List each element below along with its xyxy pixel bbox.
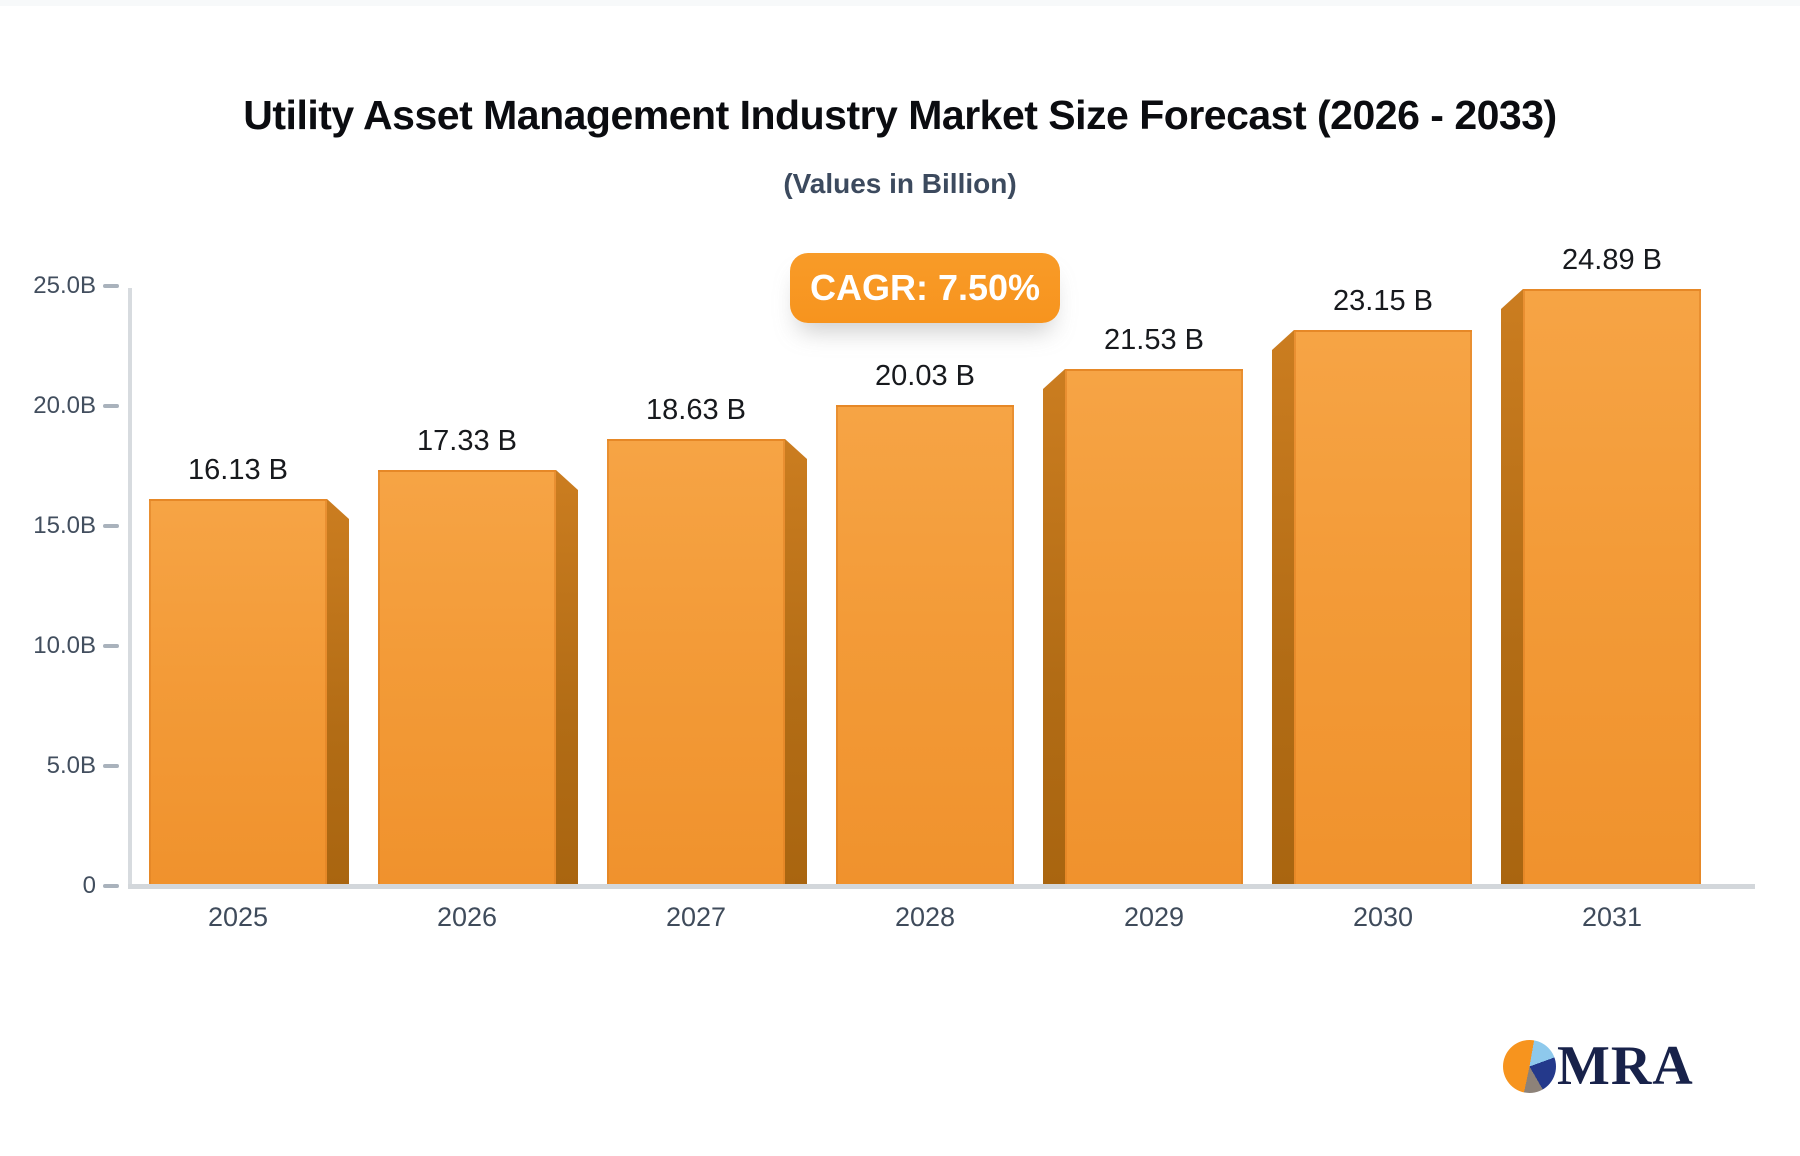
x-axis-label: 2025 (207, 902, 269, 932)
bar-2025 (149, 499, 349, 886)
y-tick-label: 15.0B (33, 512, 96, 539)
y-tick-label: 5.0B (46, 752, 96, 779)
y-tick-label: 20.0B (33, 392, 96, 419)
y-tick-label: 25.0B (33, 272, 96, 299)
chart-title: Utility Asset Management Industry Market… (243, 92, 1557, 138)
pie-chart-icon (1503, 1040, 1556, 1093)
bar-value-label: 16.13 B (188, 454, 288, 486)
bar-value-label: 17.33 B (417, 425, 517, 457)
x-axis-label: 2030 (1352, 902, 1414, 932)
x-axis-label: 2031 (1581, 902, 1643, 932)
bar-value-label: 24.89 B (1562, 244, 1662, 276)
y-tick-dash (103, 524, 119, 528)
bar-side-face (785, 439, 807, 886)
y-tick-dash (103, 404, 119, 408)
bar-2031 (1501, 289, 1701, 886)
y-tick-dash (103, 764, 119, 768)
bar-face (836, 405, 1014, 886)
bar-face (149, 499, 327, 886)
bar-2026 (378, 470, 578, 886)
bar-value-label: 20.03 B (875, 360, 975, 392)
bar-value-label: 21.53 B (1104, 324, 1204, 356)
bar-face (607, 439, 785, 886)
bar-2029 (1043, 369, 1243, 886)
cagr-badge-label: CAGR: 7.50% (809, 267, 1041, 308)
cagr-badge: CAGR: 7.50% (790, 253, 1060, 323)
bar-side-face (556, 470, 578, 886)
bar-value-label: 18.63 B (646, 394, 746, 426)
chart-subtitle: (Values in Billion) (783, 168, 1017, 199)
bar-2027 (607, 439, 807, 886)
bar-side-face (327, 499, 349, 886)
x-axis-line (128, 884, 1755, 889)
bar-side-face (1501, 289, 1523, 886)
bar-face (1294, 330, 1472, 886)
y-tick-dash (103, 644, 119, 648)
x-axis-label: 2027 (665, 902, 727, 932)
bar-face (1523, 289, 1701, 886)
bar-2028 (836, 405, 1014, 886)
y-tick-dash (103, 284, 119, 288)
bar-2030 (1272, 330, 1472, 886)
y-axis-line (128, 288, 132, 889)
page-top-edge (0, 0, 1800, 6)
x-axis-label: 2029 (1123, 902, 1185, 932)
bar-value-label: 23.15 B (1333, 285, 1433, 317)
bar-face (378, 470, 556, 886)
x-axis-label: 2026 (436, 902, 498, 932)
bar-side-face (1272, 330, 1294, 886)
mra-logo-text: MRA (1557, 1035, 1694, 1097)
y-tick-label: 0 (82, 872, 96, 899)
y-tick-label: 10.0B (33, 632, 96, 659)
y-tick-dash (103, 884, 119, 888)
bar-face (1065, 369, 1243, 886)
bar-side-face (1043, 369, 1065, 886)
mra-logo: MRA (1503, 1035, 1694, 1097)
x-axis-label: 2028 (894, 902, 956, 932)
